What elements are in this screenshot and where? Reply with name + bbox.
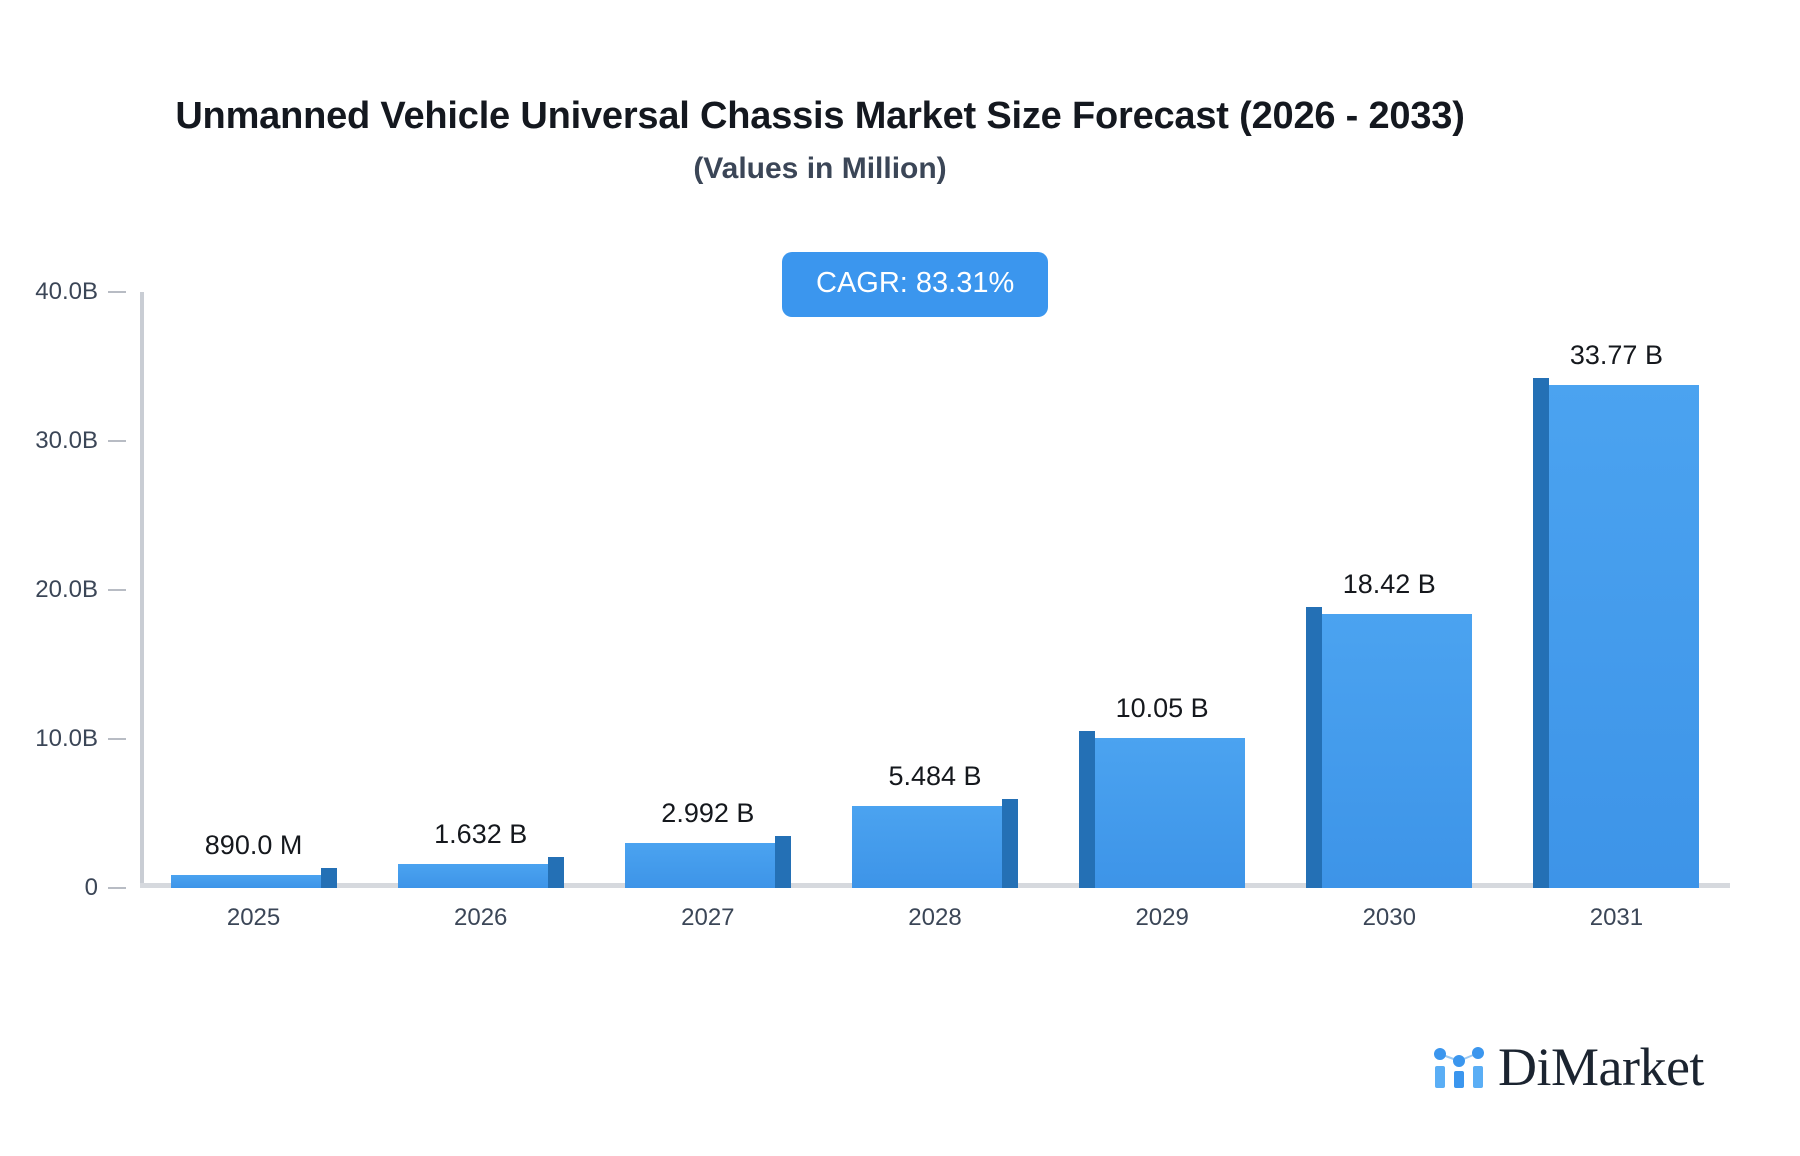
bar[interactable] xyxy=(170,874,321,888)
bar-value-label: 10.05 B xyxy=(1115,693,1209,724)
bar-3d-side xyxy=(320,867,337,888)
x-axis-label: 2025 xyxy=(226,904,281,931)
bar-3d-side xyxy=(1533,377,1550,888)
bar-group[interactable]: 1.632 B 2026 xyxy=(397,292,564,931)
bar-value-label: 33.77 B xyxy=(1569,339,1663,370)
bar-series: 890.0 M 2025 1.632 B 2026 2.992 B 2027 5.484 B… xyxy=(140,292,1730,931)
y-axis-label: 20.0B xyxy=(35,576,98,603)
bar-group[interactable]: 2.992 B 2027 xyxy=(624,292,791,931)
x-axis-label: 2031 xyxy=(1589,904,1644,931)
bar[interactable] xyxy=(624,843,775,888)
chart-header: Unmanned Vehicle Universal Chassis Marke… xyxy=(0,95,1640,186)
brand-name: DiMarket xyxy=(1498,1037,1704,1097)
brand-logo: DiMarket xyxy=(1432,1040,1704,1094)
y-axis-tick xyxy=(108,440,126,442)
bar-3d-side xyxy=(1306,606,1323,888)
y-axis-tick xyxy=(108,738,126,740)
y-axis-tick xyxy=(108,887,126,889)
bar-group[interactable]: 33.77 B 2031 xyxy=(1533,292,1700,931)
bar[interactable] xyxy=(1095,738,1246,888)
bar-group[interactable]: 10.05 B 2029 xyxy=(1079,292,1246,931)
bar[interactable] xyxy=(1322,613,1473,888)
bar-group[interactable]: 5.484 B 2028 xyxy=(852,292,1018,931)
cagr-badge: CAGR: 83.31% xyxy=(782,252,1049,317)
x-axis-label: 2028 xyxy=(908,904,962,931)
bar-group[interactable]: 18.42 B 2030 xyxy=(1306,292,1473,931)
plot-area: 40.0B 30.0B 20.0B 10.0B 0 890.0 M 2025 1.632 B… xyxy=(35,278,1730,931)
bar[interactable] xyxy=(397,863,548,888)
bar-value-label: 890.0 M xyxy=(204,829,303,860)
bar-chart-logo-icon xyxy=(1434,1047,1484,1088)
bar-value-label: 2.992 B xyxy=(661,798,755,829)
bar[interactable] xyxy=(1549,384,1700,888)
y-axis-label: 0 xyxy=(84,874,98,901)
y-axis-tick xyxy=(108,589,126,591)
bar-value-label: 18.42 B xyxy=(1342,568,1436,599)
x-axis-label: 2030 xyxy=(1362,904,1416,931)
bar-3d-side xyxy=(774,836,791,888)
bar-value-label: 5.484 B xyxy=(888,761,982,792)
page-title: Unmanned Vehicle Universal Chassis Marke… xyxy=(175,95,1465,137)
y-axis-label: 40.0B xyxy=(35,278,98,305)
bar-3d-side xyxy=(547,856,564,888)
bar-3d-side xyxy=(1079,731,1096,888)
x-axis-label: 2027 xyxy=(681,904,735,931)
y-axis-label: 10.0B xyxy=(35,725,98,752)
x-axis-label: 2029 xyxy=(1135,904,1189,931)
y-axis-line xyxy=(140,292,144,888)
bar-value-label: 1.632 B xyxy=(434,818,528,849)
y-axis-label: 30.0B xyxy=(35,427,98,454)
bar-3d-side xyxy=(1002,799,1018,888)
y-axis-tick xyxy=(108,291,126,293)
x-axis-label: 2026 xyxy=(454,904,508,931)
bar[interactable] xyxy=(852,806,1002,888)
chart-subtitle: (Values in Million) xyxy=(693,151,947,185)
bar-group[interactable]: 890.0 M 2025 xyxy=(170,292,337,931)
